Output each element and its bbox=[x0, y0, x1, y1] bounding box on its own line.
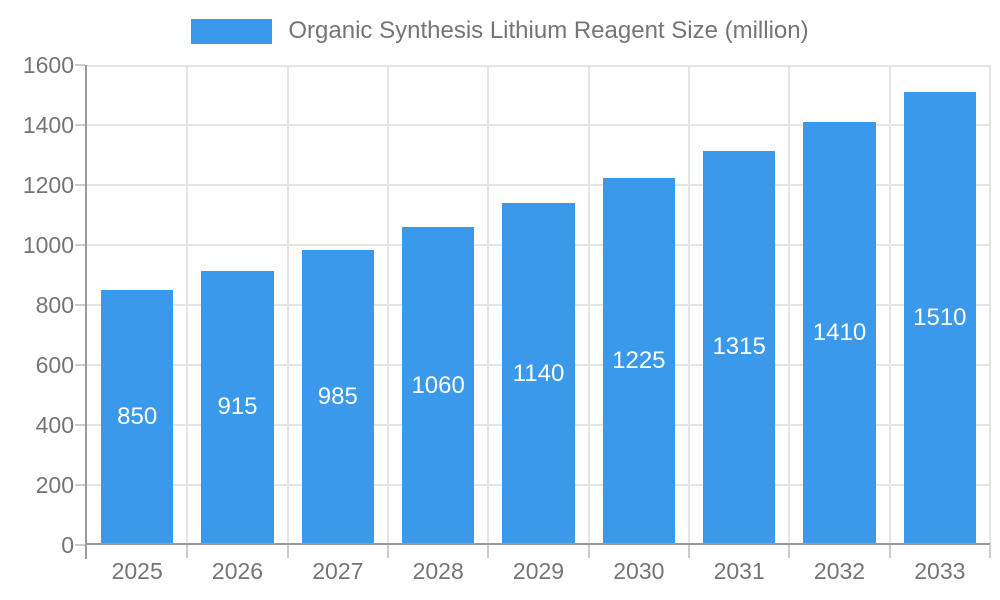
y-tick-label: 400 bbox=[35, 412, 74, 438]
x-axis-tick bbox=[989, 545, 991, 558]
bar[interactable]: 1510 bbox=[903, 92, 976, 545]
x-axis-tick bbox=[888, 545, 891, 558]
bar[interactable]: 1315 bbox=[703, 150, 776, 545]
y-axis-tick bbox=[75, 424, 85, 426]
bar[interactable]: 1225 bbox=[602, 177, 675, 545]
y-tick-label: 0 bbox=[61, 532, 74, 558]
gridline bbox=[989, 65, 991, 545]
x-tick-label: 2032 bbox=[813, 558, 866, 584]
bar[interactable]: 915 bbox=[201, 270, 274, 545]
y-tick-label: 200 bbox=[35, 472, 74, 498]
x-tick-label: 2031 bbox=[713, 558, 765, 584]
x-tick-label: 2029 bbox=[512, 558, 565, 584]
bar[interactable]: 850 bbox=[101, 290, 174, 545]
gridline bbox=[888, 65, 891, 545]
x-axis-tick bbox=[186, 545, 189, 558]
x-axis-tick bbox=[788, 545, 791, 558]
legend-swatch-icon bbox=[191, 18, 273, 44]
bar-value-label: 985 bbox=[317, 383, 358, 411]
bar[interactable]: 985 bbox=[301, 249, 374, 545]
gridline bbox=[286, 65, 289, 545]
chart-legend[interactable]: Organic Synthesis Lithium Reagent Size (… bbox=[0, 17, 1000, 45]
y-axis-tick bbox=[75, 124, 85, 126]
y-axis-tick bbox=[75, 364, 85, 366]
y-axis-tick bbox=[75, 244, 85, 246]
x-axis-tick bbox=[387, 545, 389, 558]
gridline bbox=[587, 65, 590, 545]
x-axis-labels: 2025 2026 2027 2028 2029 2030 2031 2032 2033 bbox=[87, 557, 990, 589]
bar[interactable]: 1060 bbox=[402, 227, 475, 545]
legend-label: Organic Synthesis Lithium Reagent Size (… bbox=[288, 17, 809, 44]
y-axis-line bbox=[85, 65, 87, 559]
bar-value-label: 1410 bbox=[812, 319, 867, 347]
gridline bbox=[87, 184, 990, 186]
gridline bbox=[387, 65, 389, 545]
gridline bbox=[688, 65, 690, 545]
x-tick-label: 2033 bbox=[914, 558, 966, 584]
x-axis-tick bbox=[487, 545, 490, 558]
y-axis-labels: 0 200 400 600 800 1000 1200 1400 1600 bbox=[0, 52, 74, 558]
gridline bbox=[186, 65, 189, 545]
gridline bbox=[788, 65, 791, 545]
gridline bbox=[87, 124, 990, 126]
y-tick-label: 1400 bbox=[22, 112, 74, 138]
bar-value-label: 1140 bbox=[512, 359, 565, 387]
x-axis-tick bbox=[587, 545, 590, 558]
y-axis-tick bbox=[75, 64, 85, 66]
y-axis-tick bbox=[75, 544, 85, 546]
x-tick-label: 2030 bbox=[613, 558, 665, 584]
bar[interactable]: 1140 bbox=[502, 203, 575, 545]
y-tick-label: 800 bbox=[35, 292, 74, 318]
bar[interactable]: 1410 bbox=[803, 122, 876, 545]
x-tick-label: 2027 bbox=[312, 558, 364, 584]
gridline bbox=[487, 65, 490, 545]
x-tick-label: 2028 bbox=[412, 558, 464, 584]
bar-value-label: 915 bbox=[217, 393, 258, 421]
bar-value-label: 1510 bbox=[913, 304, 967, 332]
x-axis-tick bbox=[286, 545, 289, 558]
y-tick-label: 600 bbox=[35, 352, 74, 378]
x-axis-line bbox=[85, 543, 990, 545]
bar-value-label: 850 bbox=[117, 403, 158, 431]
plot-area: 850 915 985 1060 1140 1225 1315 1410 1510 bbox=[87, 65, 991, 545]
y-axis-tick bbox=[75, 484, 85, 486]
gridline bbox=[87, 65, 990, 67]
x-axis-tick bbox=[688, 545, 690, 558]
x-tick-label: 2025 bbox=[111, 558, 163, 584]
bar-value-label: 1315 bbox=[712, 333, 766, 361]
bar-value-label: 1060 bbox=[411, 371, 465, 399]
y-tick-label: 1000 bbox=[22, 232, 74, 258]
y-axis-tick bbox=[75, 184, 85, 186]
y-axis-tick bbox=[75, 304, 85, 306]
x-tick-label: 2026 bbox=[211, 558, 264, 584]
y-tick-label: 1600 bbox=[22, 52, 74, 78]
bar-value-label: 1225 bbox=[612, 347, 666, 375]
y-tick-label: 1200 bbox=[22, 172, 74, 198]
